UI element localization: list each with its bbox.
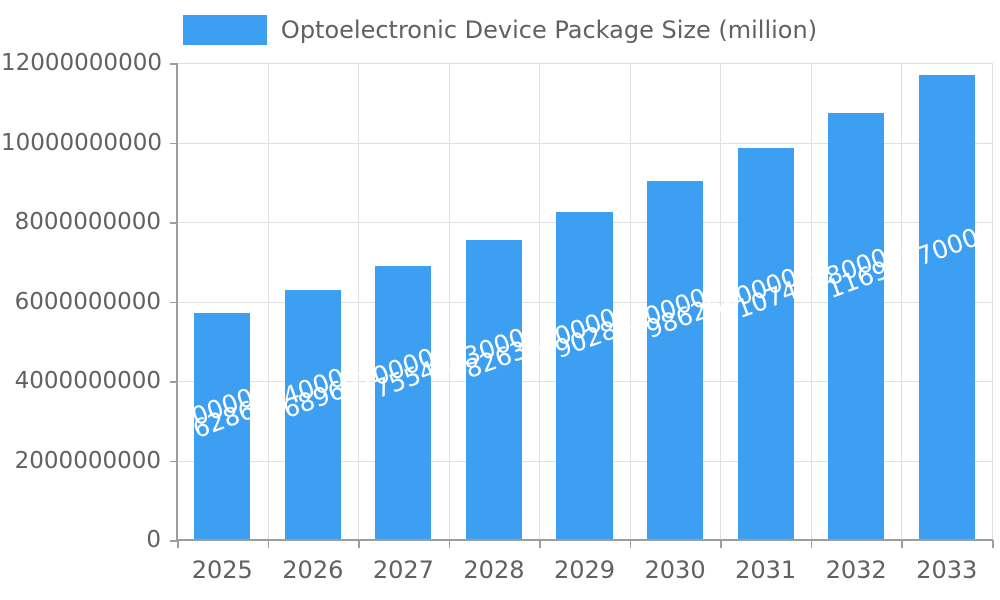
x-axis-line [177, 539, 993, 541]
x-tick-mark [720, 540, 722, 548]
y-tick-mark [170, 381, 177, 383]
x-tick-mark [901, 540, 903, 548]
plot-canvas: 5720000000 6286504000 6896970000 7554843000… [98, 63, 997, 540]
y-tick-mark [170, 540, 177, 542]
x-tick-label: 2031 [735, 556, 797, 584]
x-tick-mark [177, 540, 179, 548]
x-tick-label: 2029 [553, 556, 616, 584]
x-gridline [267, 63, 269, 540]
bar[interactable] [284, 290, 341, 540]
y-tick-label: 12000000000 [1, 50, 162, 76]
y-tick-mark [170, 142, 177, 144]
x-gridline [629, 63, 631, 540]
x-gridline [539, 63, 541, 540]
bar[interactable] [646, 181, 704, 540]
y-gridline [177, 63, 992, 64]
legend-item-label: Optoelectronic Device Package Size (mill… [280, 16, 818, 44]
x-tick-mark [448, 540, 451, 548]
y-tick-mark [170, 460, 177, 462]
x-tick-mark [539, 540, 541, 548]
x-tick-mark [810, 540, 813, 548]
x-tick-mark [358, 540, 360, 548]
y-tick-label: 0 [146, 527, 161, 553]
x-gridline [720, 63, 722, 540]
x-gridline [810, 63, 812, 540]
bar[interactable] [828, 113, 885, 540]
x-gridline [901, 63, 903, 540]
x-tick-label: 2028 [463, 556, 525, 584]
x-gridline [448, 63, 450, 540]
bar[interactable] [556, 211, 613, 540]
x-gridline [358, 63, 360, 540]
x-tick-label: 2030 [644, 556, 706, 584]
legend-item-optoelectronic-device-package-size[interactable]: Optoelectronic Device Package Size (mill… [182, 15, 818, 45]
y-tick-mark [170, 301, 177, 303]
y-tick-mark [170, 222, 177, 224]
x-tick-mark [629, 540, 632, 548]
bar[interactable] [918, 75, 975, 540]
bar[interactable] [194, 312, 251, 540]
y-tick-label: 8000000000 [14, 209, 161, 235]
legend-color-swatch [182, 15, 267, 45]
y-tick-label: 6000000000 [14, 288, 161, 315]
y-gridline [177, 142, 992, 144]
y-tick-label: 10000000000 [1, 129, 162, 156]
x-gridline [992, 63, 993, 540]
y-tick-label: 2000000000 [14, 447, 161, 474]
bar[interactable] [465, 239, 522, 540]
y-tick-mark [170, 63, 177, 65]
x-tick-label: 2025 [191, 556, 253, 584]
x-tick-mark [992, 540, 994, 548]
chart-legend: Optoelectronic Device Package Size (mill… [0, 8, 1000, 52]
x-tick-label: 2033 [916, 556, 978, 584]
bar[interactable] [737, 147, 794, 540]
y-tick-label: 4000000000 [14, 368, 161, 394]
x-tick-label: 2027 [372, 556, 434, 584]
x-tick-label: 2032 [825, 556, 887, 584]
x-tick-label: 2026 [282, 556, 344, 584]
bar[interactable] [375, 265, 432, 540]
x-tick-mark [267, 540, 270, 548]
